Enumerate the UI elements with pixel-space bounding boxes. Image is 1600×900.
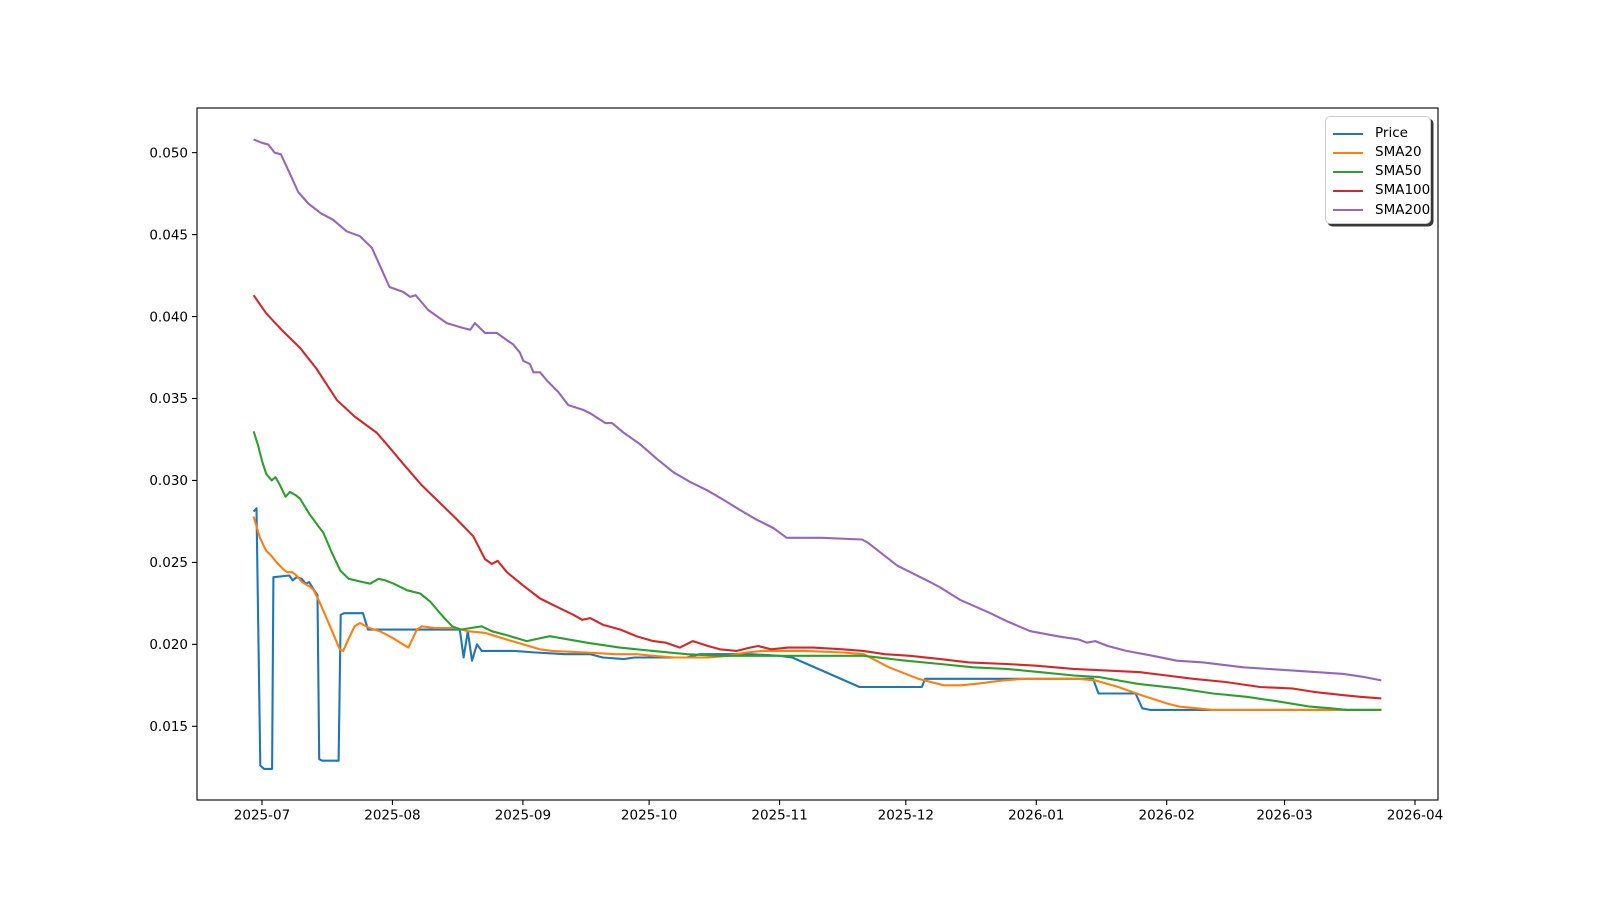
x-tick-label: 2025-11 (751, 808, 807, 824)
series-line-sma100 (252, 294, 1382, 700)
legend-line-sample (1333, 209, 1363, 212)
legend-label: SMA50 (1375, 163, 1422, 180)
y-tick-label: 0.040 (149, 309, 188, 325)
legend: Price SMA20 SMA50 SMA100 SMA200 (1325, 116, 1431, 224)
x-tick-label: 2025-12 (878, 808, 934, 824)
y-tick-label: 0.020 (149, 637, 188, 653)
x-tick-label: 2025-09 (495, 808, 551, 824)
legend-item-sma200: SMA200 (1333, 201, 1430, 220)
x-tick-label: 2025-08 (364, 808, 420, 824)
plot-border (196, 107, 1439, 801)
legend-line-sample (1333, 190, 1363, 193)
legend-line-sample (1333, 151, 1363, 154)
y-tick-label: 0.015 (149, 719, 188, 735)
y-tick-label: 0.050 (149, 145, 188, 161)
legend-label: SMA200 (1375, 201, 1431, 218)
legend-line-sample (1333, 132, 1363, 135)
legend-item-sma20: SMA20 (1333, 143, 1424, 162)
legend-item-price: Price (1333, 124, 1424, 143)
y-tick-label: 0.035 (149, 391, 188, 407)
legend-label: Price (1375, 124, 1408, 141)
series-line-sma20 (252, 516, 1382, 711)
x-tick-label: 2026-01 (1008, 808, 1064, 824)
series-line-sma50 (252, 430, 1382, 711)
y-tick-label: 0.025 (149, 555, 188, 571)
legend-line-sample (1333, 170, 1363, 174)
series-line-price (252, 507, 1382, 770)
x-tick-label: 2025-10 (621, 808, 677, 824)
x-tick-label: 2025-07 (234, 808, 290, 824)
series-line-sma200 (253, 138, 1382, 682)
legend-item-sma100: SMA100 (1333, 182, 1430, 201)
x-tick-label: 2026-02 (1139, 808, 1195, 824)
x-tick-label: 2026-04 (1387, 808, 1443, 824)
legend-label: SMA20 (1375, 144, 1422, 161)
x-tick-label: 2026-03 (1256, 808, 1312, 824)
y-tick-label: 0.045 (149, 227, 188, 243)
legend-item-sma50: SMA50 (1333, 162, 1424, 181)
legend-label: SMA100 (1375, 182, 1431, 199)
y-tick-label: 0.030 (149, 473, 188, 489)
